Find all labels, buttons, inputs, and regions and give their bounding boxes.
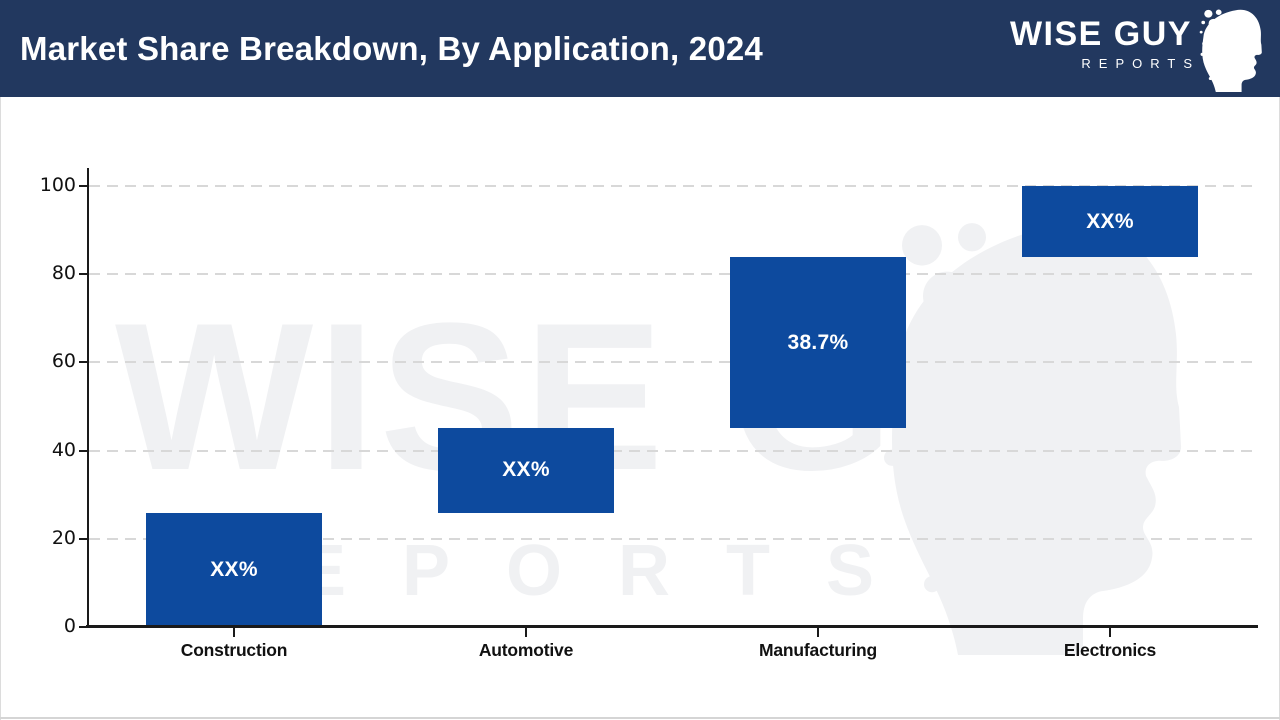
y-axis-tick	[79, 273, 88, 276]
brand-head-icon	[1199, 9, 1262, 92]
y-axis-tick	[79, 626, 88, 628]
y-axis-tick-label: 60	[51, 350, 76, 373]
bar-value-label: XX%	[210, 557, 258, 581]
brand-logo-name: WISE GUY	[1009, 15, 1192, 53]
x-axis-tick	[1109, 628, 1111, 637]
y-gridline	[89, 537, 1256, 540]
x-axis-tick	[817, 628, 819, 637]
y-gridline	[89, 185, 1256, 187]
y-axis-tick-label: 40	[51, 438, 76, 461]
y-axis-tick	[79, 185, 88, 187]
y-axis-tick	[79, 361, 88, 364]
brand-logo: WISE GUY REPORTS	[1000, 0, 1270, 97]
header-bar: Market Share Breakdown, By Application, …	[0, 0, 1280, 97]
bar-value-label: XX%	[502, 458, 550, 482]
x-axis-category-label: Construction	[180, 640, 288, 660]
x-axis-tick	[525, 628, 527, 637]
page-bottom-rule	[0, 717, 1280, 719]
y-axis-tick-label: 20	[51, 526, 76, 549]
bar-value-label: XX%	[1086, 209, 1134, 233]
x-axis-category-label: Manufacturing	[759, 640, 877, 660]
waterfall-bar-manufacturing	[730, 257, 906, 429]
x-axis-category-label: Electronics	[1063, 640, 1157, 660]
y-gridline	[89, 273, 1256, 276]
y-gridline	[89, 449, 1256, 452]
y-axis-spine	[87, 168, 89, 628]
brand-logo-subtitle: REPORTS	[1081, 56, 1200, 71]
bar-value-label: 38.7%	[787, 330, 849, 354]
x-axis-category-label: Automotive	[478, 640, 574, 660]
x-axis-spine	[86, 625, 1258, 628]
y-axis-tick-label: 100	[39, 174, 76, 196]
y-gridline	[89, 361, 1256, 364]
y-axis-tick-label: 0	[63, 615, 76, 637]
waterfall-bar-automotive	[438, 428, 614, 513]
page-border-left	[0, 0, 1, 720]
x-axis-tick	[233, 628, 235, 637]
y-axis-tick	[79, 449, 88, 452]
page-title: Market Share Breakdown, By Application, …	[20, 29, 763, 67]
waterfall-bar-construction	[146, 512, 322, 627]
y-axis-tick	[79, 537, 88, 540]
y-axis-tick-label: 80	[51, 262, 76, 285]
